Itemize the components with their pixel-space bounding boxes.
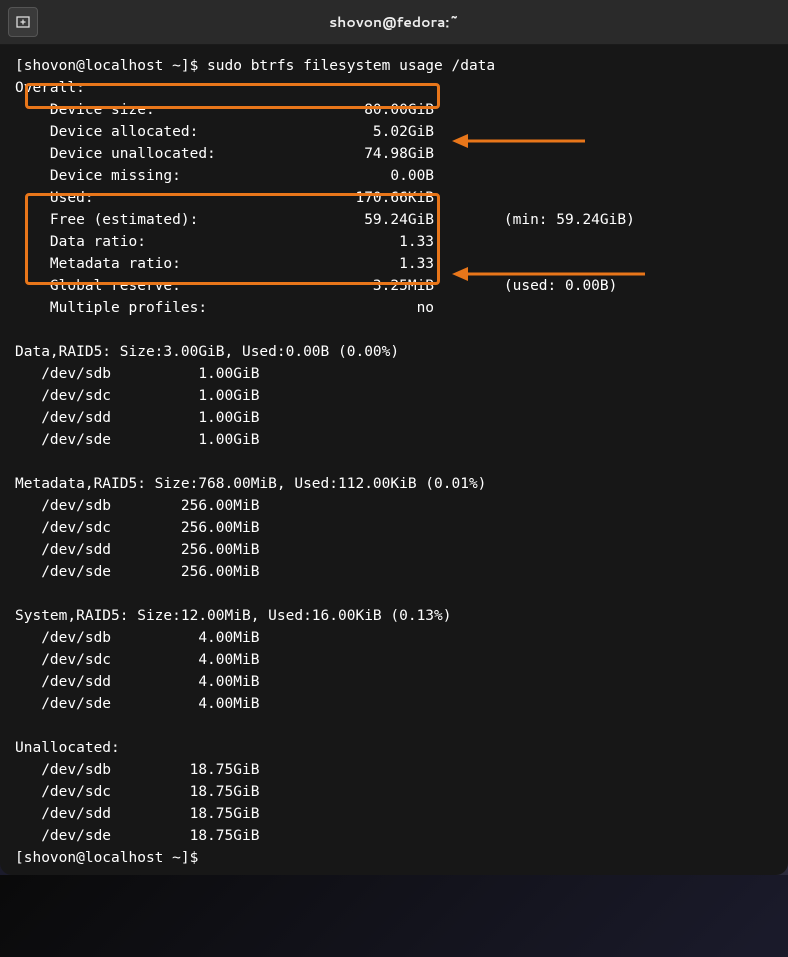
window-title: shovon@fedora:~ [329,12,459,32]
annotation-arrow-2 [450,220,650,328]
terminal-output[interactable]: [shovon@localhost ~]$ sudo btrfs filesys… [0,45,788,875]
new-tab-icon [15,14,31,30]
annotation-arrow-1 [450,87,590,195]
terminal-text: [shovon@localhost ~]$ sudo btrfs filesys… [15,58,635,866]
new-tab-button[interactable] [8,7,38,37]
titlebar: shovon@fedora:~ [0,0,788,45]
